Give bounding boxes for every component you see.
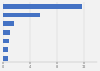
Bar bbox=[3, 56, 8, 61]
Bar bbox=[3, 21, 14, 26]
Bar bbox=[3, 30, 10, 35]
Bar bbox=[3, 13, 40, 17]
Bar bbox=[3, 47, 8, 52]
Bar bbox=[3, 39, 9, 43]
Bar bbox=[3, 4, 82, 9]
